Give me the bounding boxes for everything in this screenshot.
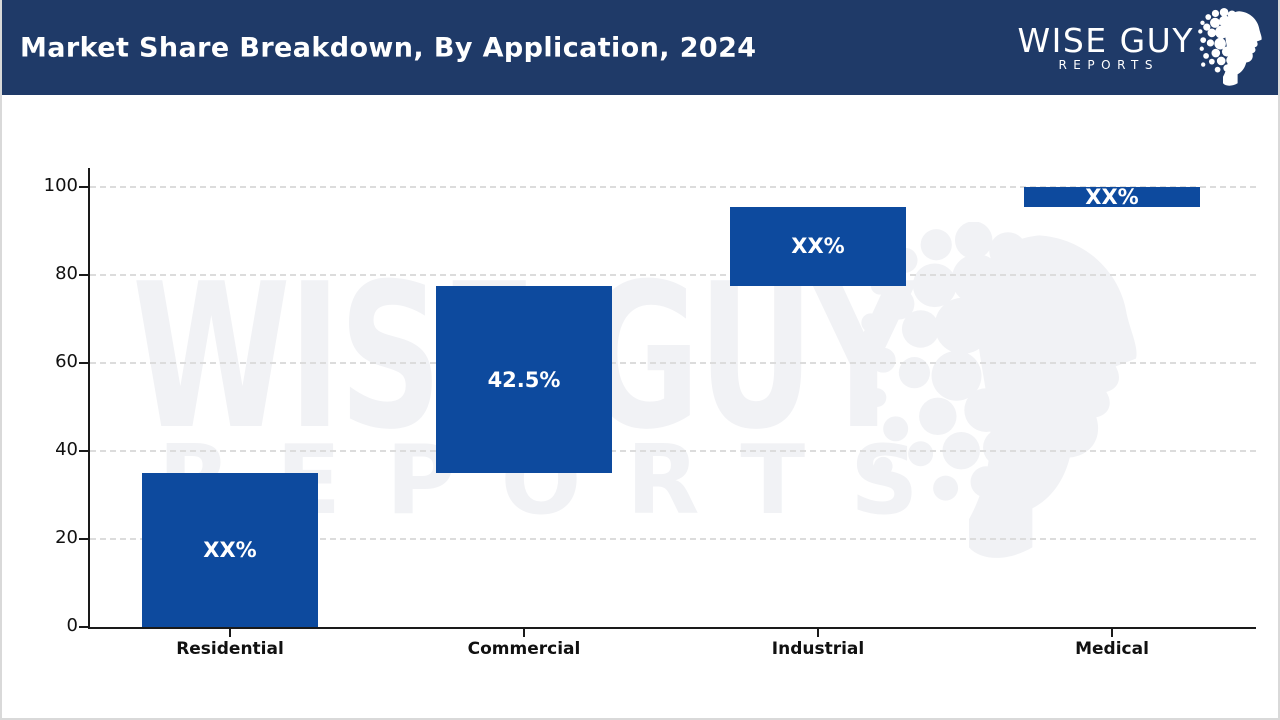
bar-label: XX%	[1085, 184, 1139, 209]
gridline	[90, 450, 1256, 452]
y-tick-label: 80	[55, 263, 78, 284]
y-tick	[79, 362, 88, 364]
x-tick	[229, 629, 231, 637]
x-tick	[523, 629, 525, 637]
gridline	[90, 362, 1256, 364]
y-tick-label: 20	[55, 527, 78, 548]
y-tick	[79, 274, 88, 276]
x-axis-label: Residential	[176, 639, 284, 659]
y-tick	[79, 450, 88, 452]
bar-label: 42.5%	[487, 367, 561, 392]
gridline	[90, 538, 1256, 540]
chart-title: Market Share Breakdown, By Application, …	[20, 32, 757, 63]
bar-label: XX%	[203, 538, 257, 562]
y-tick-label: 100	[43, 175, 78, 196]
x-tick	[817, 629, 819, 637]
x-axis-label: Medical	[1075, 639, 1149, 659]
gridline	[90, 186, 1256, 188]
y-tick	[79, 538, 88, 540]
logo-subtitle: REPORTS	[1058, 57, 1159, 72]
header-bar: Market Share Breakdown, By Application, …	[0, 0, 1280, 95]
logo-wordmark: WISE GUY	[1017, 21, 1194, 61]
bar: XX%	[730, 206, 906, 286]
y-tick	[79, 186, 88, 188]
x-axis-label: Industrial	[771, 639, 865, 659]
logo-head-icon	[1198, 7, 1262, 86]
y-axis-line	[88, 168, 90, 629]
logo-text: WISE GUY REPORTS	[1017, 21, 1194, 72]
x-tick	[1111, 629, 1113, 637]
bar-label: XX%	[791, 234, 845, 259]
gridline	[90, 274, 1256, 276]
x-axis-line	[88, 627, 1256, 629]
bar: XX%	[142, 473, 318, 627]
y-tick-label: 60	[55, 351, 78, 372]
y-tick-label: 40	[55, 439, 78, 460]
x-axis-label: Commercial	[467, 639, 581, 659]
bar: 42.5%	[436, 286, 612, 473]
y-tick	[79, 626, 88, 628]
y-tick-label: 0	[66, 615, 78, 636]
bar: XX%	[1024, 184, 1200, 209]
wiseguy-logo: WISE GUY REPORTS	[1017, 5, 1268, 90]
